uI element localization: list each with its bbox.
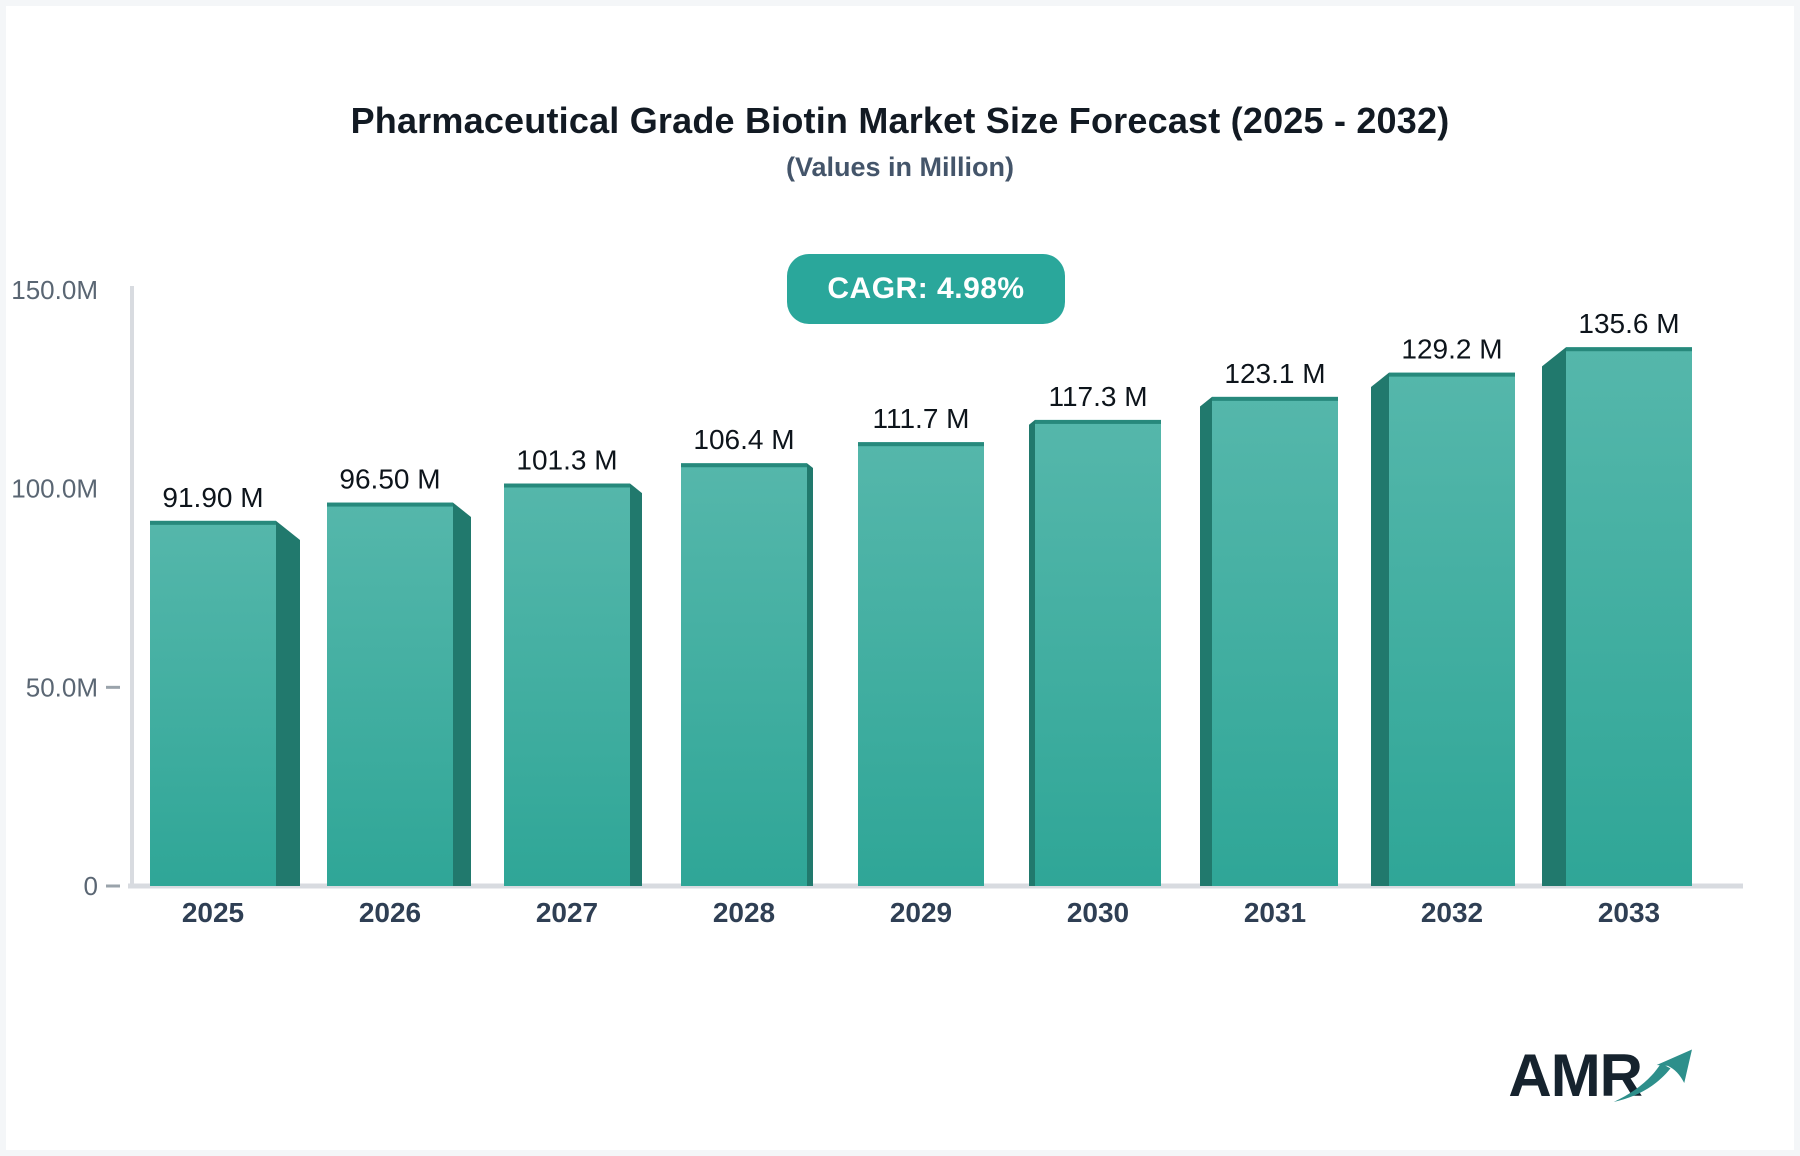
bar-2033[interactable] — [1566, 347, 1692, 886]
x-axis-label: 2031 — [1244, 897, 1306, 928]
bar-top-edge — [504, 483, 630, 488]
bar-top-edge — [327, 502, 453, 507]
chart-card: Pharmaceutical Grade Biotin Market Size … — [6, 6, 1794, 1150]
bar-side-face — [1371, 372, 1389, 886]
y-axis-label: 150.0M — [11, 275, 98, 305]
bar-side-face — [630, 483, 642, 886]
bar-side-face — [276, 520, 300, 886]
cagr-badge: CAGR: 4.98% — [787, 254, 1065, 324]
growth-arrow-icon — [1613, 1049, 1692, 1102]
bar-side-face — [1029, 419, 1035, 886]
bar-value-label: 106.4 M — [693, 424, 794, 455]
bar-2031[interactable] — [1212, 396, 1338, 886]
x-axis-label: 2032 — [1421, 897, 1483, 928]
bar-group-2030: 117.3 M 2030 — [1029, 381, 1161, 928]
bar-group-2025: 91.90 M 2025 — [150, 482, 300, 928]
bar-top-edge — [1389, 372, 1515, 377]
x-axis-label: 2026 — [359, 897, 421, 928]
chart-title: Pharmaceutical Grade Biotin Market Size … — [350, 100, 1450, 141]
bar-top-edge — [1212, 396, 1338, 401]
bar-top-edge — [1566, 347, 1692, 352]
bar-2030[interactable] — [1035, 419, 1161, 886]
y-axis-label: 0 — [84, 871, 98, 901]
bar-top-edge — [1035, 419, 1161, 424]
bar-value-label: 123.1 M — [1224, 358, 1325, 389]
bar-value-label: 129.2 M — [1401, 334, 1502, 365]
x-axis-label: 2030 — [1067, 897, 1129, 928]
bar-value-label: 96.50 M — [339, 464, 440, 495]
bar-top-edge — [681, 463, 807, 468]
bar-top-edge — [858, 442, 984, 447]
bar-group-2027: 101.3 M 2027 — [504, 445, 642, 928]
bar-side-face — [1200, 396, 1212, 886]
bar-2029[interactable] — [858, 442, 984, 886]
cagr-badge-label: CAGR: 4.98% — [827, 272, 1025, 305]
bar-2027[interactable] — [504, 483, 630, 886]
x-axis-label: 2027 — [536, 897, 598, 928]
y-axis-label: 50.0M — [26, 672, 98, 702]
bar-value-label: 111.7 M — [872, 403, 969, 434]
bar-side-face — [807, 463, 813, 886]
bar-group-2026: 96.50 M 2026 — [327, 464, 471, 928]
bar-value-label: 117.3 M — [1048, 381, 1147, 412]
bar-2028[interactable] — [681, 463, 807, 886]
bar-top-edge — [150, 520, 276, 525]
chart-subtitle: (Values in Million) — [785, 152, 1015, 182]
x-axis-label: 2028 — [713, 897, 775, 928]
y-axis-label: 100.0M — [11, 474, 98, 504]
bar-side-face — [453, 502, 471, 886]
bar-group-2032: 129.2 M 2032 — [1371, 334, 1515, 928]
bar-chart: 0 50.0M 100.0M 150.0M 91.90 M 2025 96.50 M 2026… — [11, 275, 1743, 928]
x-axis-label: 2029 — [890, 897, 952, 928]
amr-logo-text: AMR — [1508, 1042, 1643, 1109]
x-axis-label: 2033 — [1598, 897, 1660, 928]
x-axis-label: 2025 — [182, 897, 244, 928]
bar-2026[interactable] — [327, 502, 453, 886]
bar-value-label: 91.90 M — [162, 482, 263, 513]
bar-side-face — [1542, 347, 1566, 886]
bar-value-label: 101.3 M — [516, 445, 617, 476]
amr-logo: AMR — [1508, 1044, 1698, 1106]
bar-group-2031: 123.1 M 2031 — [1200, 358, 1338, 928]
bar-group-2028: 106.4 M 2028 — [681, 424, 813, 928]
bar-2032[interactable] — [1389, 372, 1515, 886]
bar-2025[interactable] — [150, 520, 276, 886]
bar-group-2029: 111.7 M 2029 — [858, 403, 984, 928]
bar-group-2033: 135.6 M 2033 — [1542, 308, 1692, 928]
bar-value-label: 135.6 M — [1578, 308, 1679, 339]
